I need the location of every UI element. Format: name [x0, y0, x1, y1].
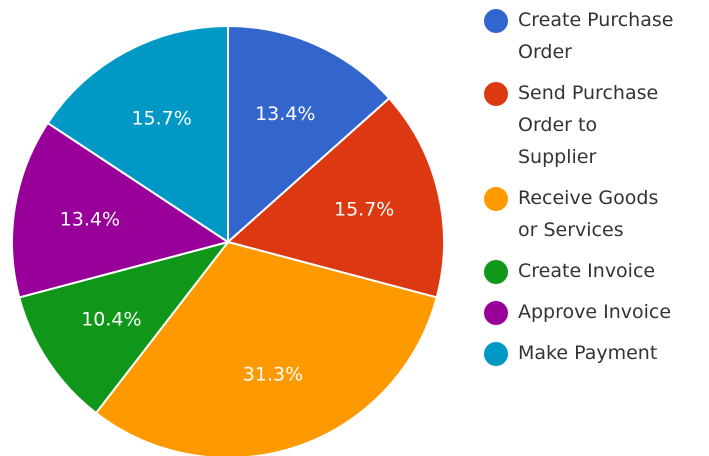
legend-swatch-icon: [484, 82, 508, 106]
pie-slice[interactable]: [94, 240, 438, 456]
legend-item[interactable]: Create Invoice: [484, 255, 706, 287]
slice-value-label: 13.4%: [60, 208, 120, 230]
legend-swatch-icon: [484, 187, 508, 211]
legend-item[interactable]: Receive Goods or Services: [484, 182, 706, 246]
legend-swatch-icon: [484, 301, 508, 325]
legend-swatch-icon: [484, 9, 508, 33]
pie-slice[interactable]: [11, 121, 231, 299]
slice-value-label: 10.4%: [81, 308, 141, 330]
slice-value-label: 15.7%: [334, 198, 394, 220]
pie-slice[interactable]: [225, 96, 445, 299]
legend-item[interactable]: Create Purchase Order: [484, 4, 706, 68]
chart-legend: Create Purchase Order Send Purchase Order…: [484, 4, 706, 378]
legend-item[interactable]: Approve Invoice: [484, 296, 706, 328]
legend-label: Create Purchase Order: [518, 9, 674, 63]
legend-swatch-icon: [484, 342, 508, 366]
slice-value-label: 15.7%: [131, 108, 191, 130]
pie-plot-area: 13.4% 15.7% 31.3% 10.4% 13.4% 15.7%: [11, 24, 445, 456]
slice-value-label: 31.3%: [243, 364, 303, 386]
legend-item[interactable]: Send Purchase Order to Supplier: [484, 77, 706, 173]
legend-label: Approve Invoice: [518, 301, 672, 323]
legend-label: Make Payment: [518, 342, 658, 364]
legend-label: Send Purchase Order to Supplier: [518, 82, 659, 168]
slice-value-label: 13.4%: [255, 103, 315, 125]
pie-slice[interactable]: [227, 24, 391, 245]
legend-label: Receive Goods or Services: [518, 187, 659, 241]
legend-swatch-icon: [484, 260, 508, 284]
pie-slice[interactable]: [46, 24, 229, 244]
legend-label: Create Invoice: [518, 260, 656, 282]
pie-slice[interactable]: [18, 240, 231, 415]
legend-item[interactable]: Make Payment: [484, 337, 706, 369]
